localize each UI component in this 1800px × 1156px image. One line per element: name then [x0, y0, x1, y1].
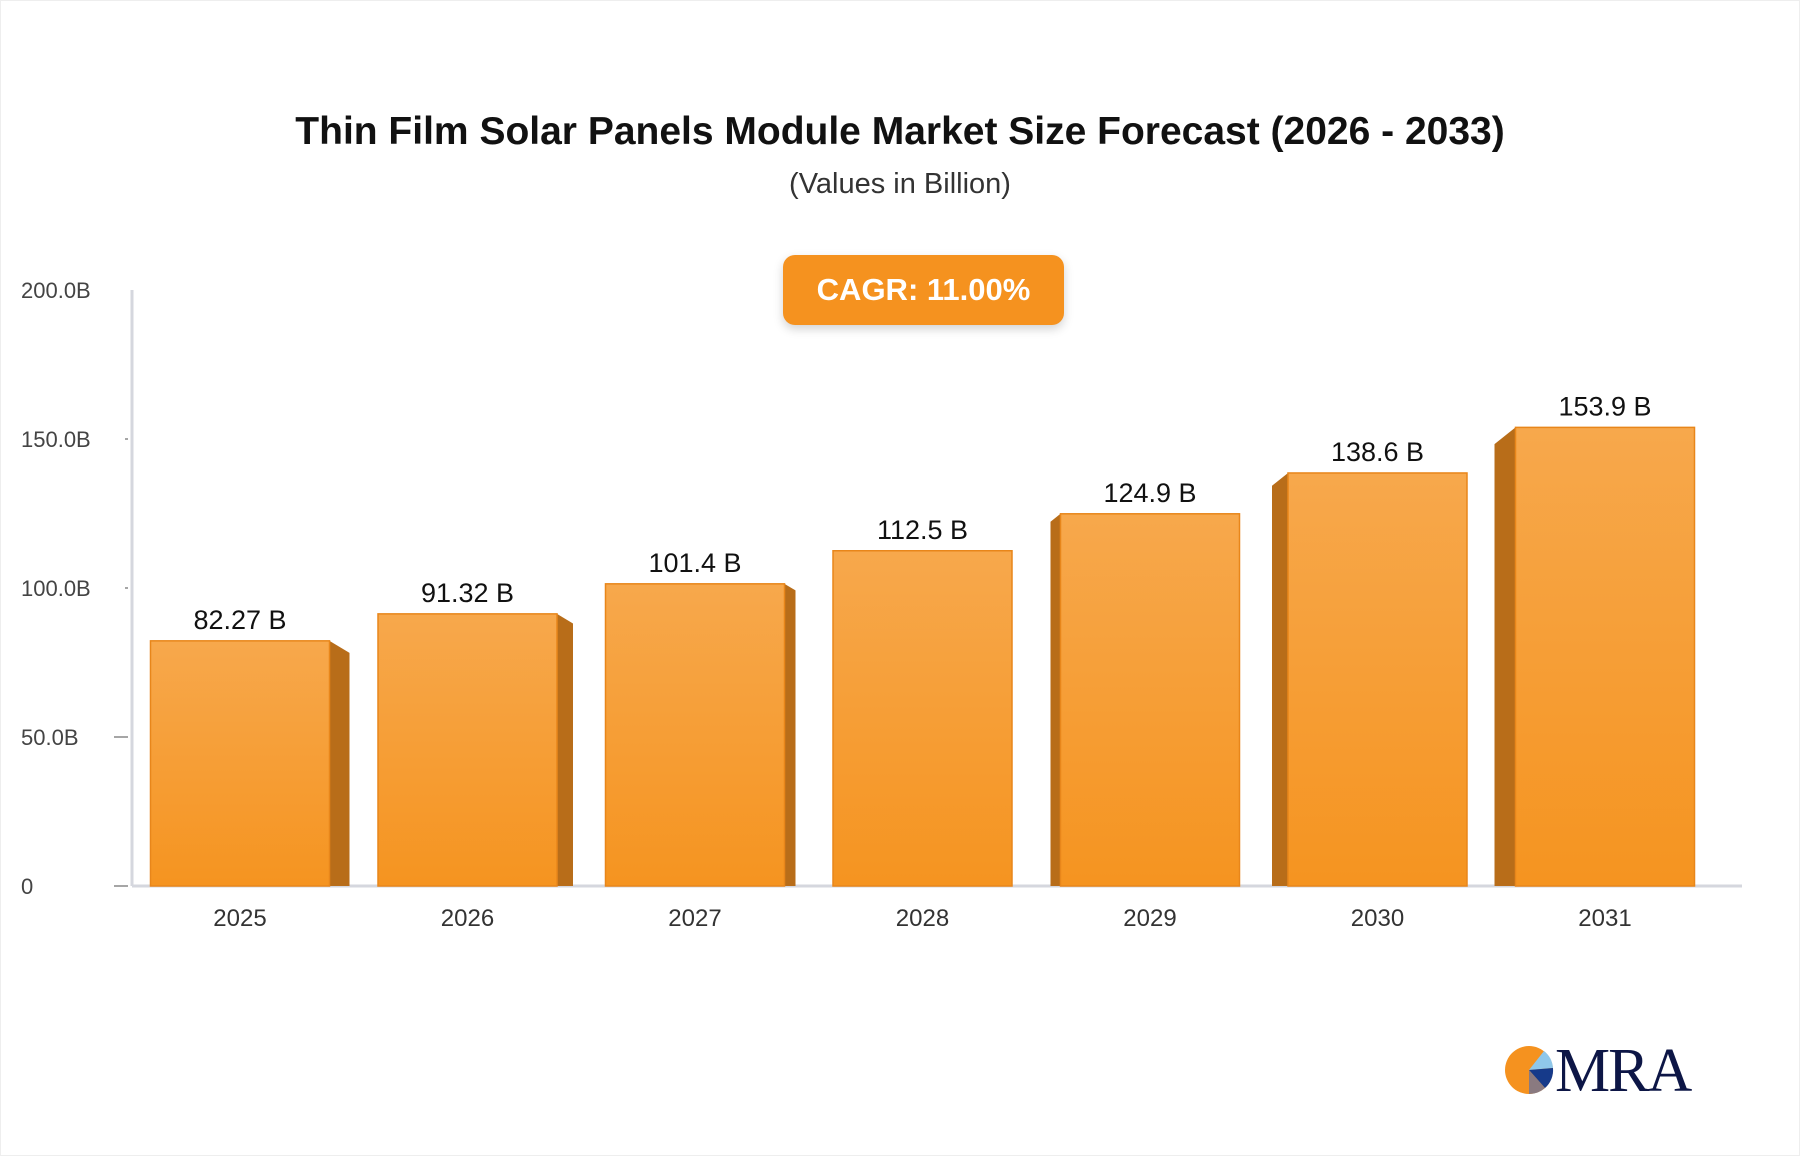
x-tick-label: 2027: [668, 905, 721, 932]
bar-data-label: 138.6 B: [1331, 437, 1424, 467]
bar-data-label: 124.9 B: [1103, 478, 1196, 508]
mra-logo: MRA: [1505, 1037, 1705, 1105]
bar: [149, 640, 331, 887]
bar-side: [329, 640, 350, 886]
bar-data-label: 101.4 B: [648, 548, 741, 578]
y-tick-label: 0: [21, 874, 33, 899]
bar: [604, 583, 786, 887]
x-tick-label: 2025: [213, 905, 266, 932]
y-tick-label: 200.0B: [21, 278, 91, 303]
bar-side: [1494, 427, 1516, 886]
x-tick-label: 2029: [1123, 905, 1176, 932]
x-tick-label: 2026: [441, 905, 494, 932]
bar: [1059, 513, 1241, 887]
chart-title: Thin Film Solar Panels Module Market Siz…: [295, 110, 1505, 153]
bar-data-label: 91.32 B: [421, 578, 514, 608]
bar-data-label: 153.9 B: [1558, 391, 1651, 421]
y-tick-label: 50.0B: [21, 725, 79, 750]
bar-data-label: 82.27 B: [193, 605, 286, 635]
bar-side: [1272, 472, 1288, 886]
bar-side: [784, 583, 796, 886]
bar-side: [557, 613, 573, 886]
logo-text: MRA: [1555, 1037, 1692, 1105]
bar: [1514, 426, 1696, 887]
chart-subtitle: (Values in Billion): [789, 168, 1011, 200]
x-tick-label: 2031: [1578, 905, 1631, 932]
cagr-badge: CAGR: 11.00%: [783, 255, 1064, 325]
bar: [377, 613, 558, 887]
y-tick-label: 100.0B: [21, 576, 91, 601]
bar-side: [1050, 513, 1061, 886]
bar: [832, 550, 1013, 887]
x-tick-label: 2030: [1351, 905, 1404, 932]
bar-data-label: 112.5 B: [877, 515, 968, 545]
bar: [1287, 472, 1468, 887]
pie-logo-icon: [1505, 1046, 1554, 1095]
y-tick-label: 150.0B: [21, 427, 91, 452]
x-tick-label: 2028: [896, 905, 949, 932]
